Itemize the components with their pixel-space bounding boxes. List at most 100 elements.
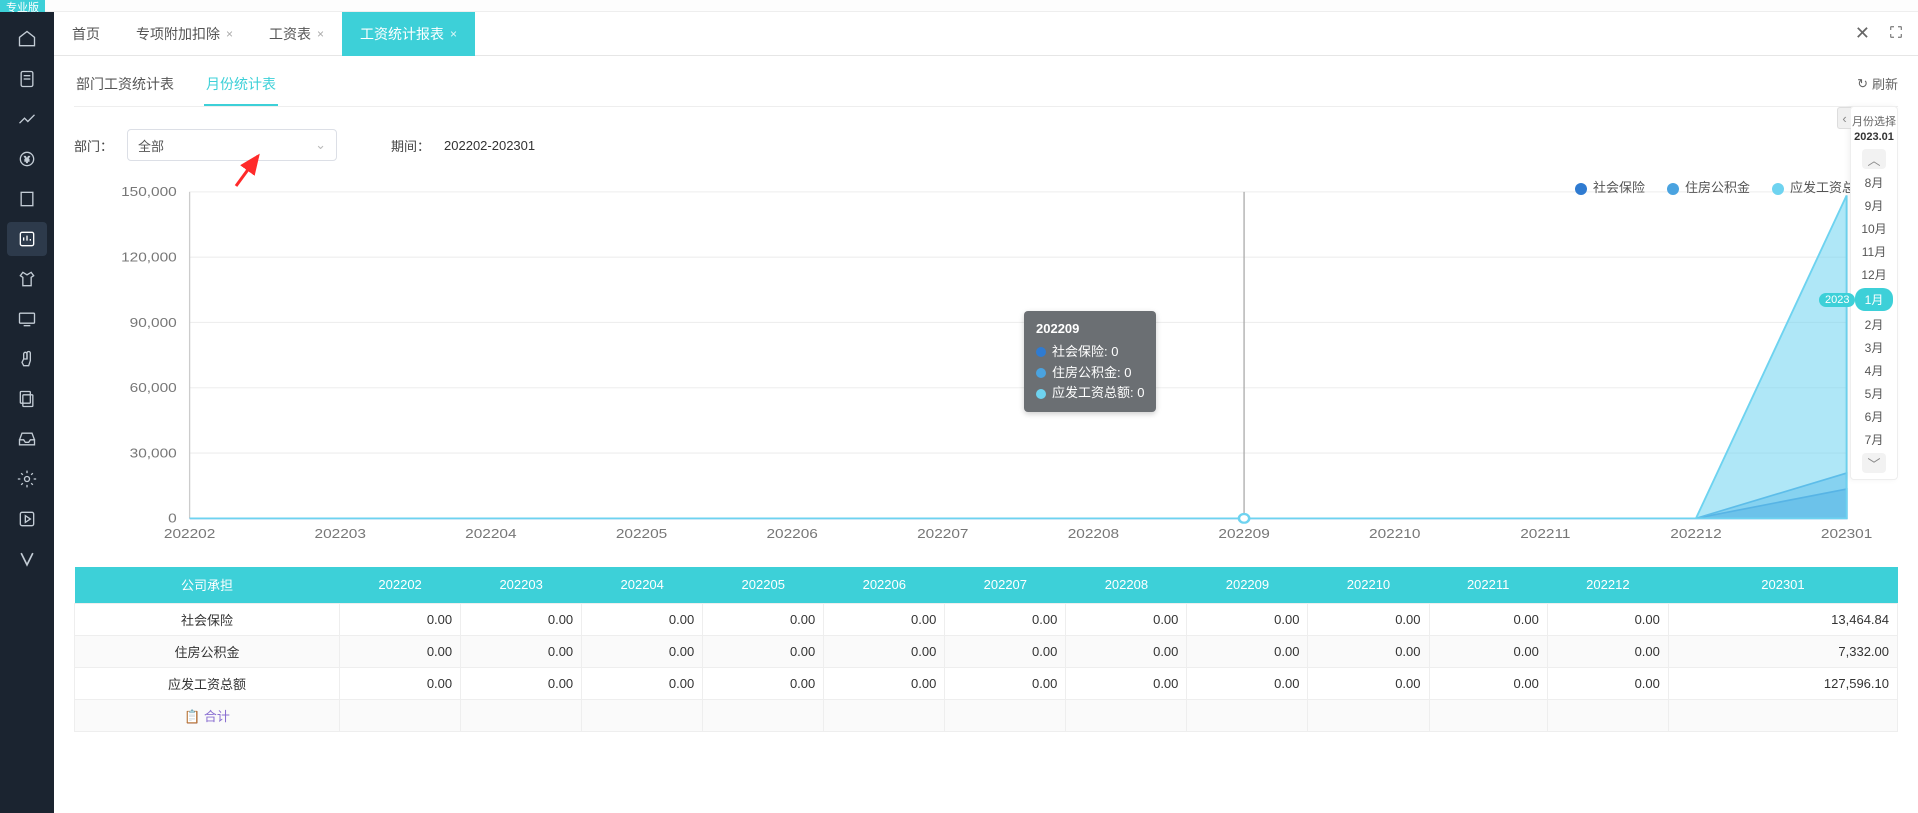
table-header: 202301 bbox=[1668, 567, 1897, 603]
month-panel-title: 月份选择 bbox=[1852, 111, 1896, 131]
svg-text:202211: 202211 bbox=[1520, 527, 1570, 542]
month-item[interactable]: 6月 bbox=[1851, 405, 1897, 428]
sidebar-inbox-icon[interactable] bbox=[7, 422, 47, 456]
tab-3[interactable]: 工资统计报表× bbox=[342, 12, 475, 56]
table-header: 202210 bbox=[1308, 567, 1429, 603]
period-value: 202202-202301 bbox=[444, 138, 535, 153]
table-row: 住房公积金0.000.000.000.000.000.000.000.000.0… bbox=[75, 635, 1898, 667]
svg-text:202203: 202203 bbox=[315, 527, 366, 542]
month-item[interactable]: 10月 bbox=[1851, 217, 1897, 240]
table-row: 应发工资总额0.000.000.000.000.000.000.000.000.… bbox=[75, 667, 1898, 699]
month-panel-selected: 2023.01 bbox=[1854, 131, 1894, 147]
month-picker-panel: ‹ 月份选择 2023.01 ︿ 8月9月10月11月12月1月20232月3月… bbox=[1850, 106, 1898, 480]
table-header: 202206 bbox=[824, 567, 945, 603]
panel-collapse-handle[interactable]: ‹ bbox=[1837, 107, 1851, 129]
tab-close-icon[interactable]: × bbox=[317, 12, 324, 56]
left-sidebar: ¥ bbox=[0, 12, 54, 813]
month-item[interactable]: 7月 bbox=[1851, 428, 1897, 451]
table-header-first: 公司承担 bbox=[75, 567, 340, 603]
svg-text:202202: 202202 bbox=[164, 527, 215, 542]
fullscreen-icon[interactable] bbox=[1888, 24, 1904, 43]
filter-row: 部门： 全部 ⌄ 期间： 202202-202301 bbox=[74, 107, 1898, 171]
chart-container: 社会保险住房公积金应发工资总额 030,00060,00090,000120,0… bbox=[74, 181, 1898, 551]
table-header: 202211 bbox=[1429, 567, 1547, 603]
dept-label: 部门： bbox=[74, 136, 113, 155]
sidebar-gear-icon[interactable] bbox=[7, 462, 47, 496]
table-header: 202204 bbox=[582, 567, 703, 603]
subtab-1[interactable]: 月份统计表 bbox=[204, 74, 278, 106]
content-area: 部门工资统计表月份统计表 ↻ 刷新 部门： 全部 ⌄ 期间： 202202-20… bbox=[54, 56, 1918, 813]
svg-text:90,000: 90,000 bbox=[130, 316, 177, 331]
month-scroll-up[interactable]: ︿ bbox=[1862, 149, 1886, 169]
sidebar-v-icon[interactable] bbox=[7, 542, 47, 576]
sidebar-report-icon[interactable] bbox=[7, 222, 47, 256]
legend-item[interactable]: 社会保险 bbox=[1575, 177, 1645, 196]
svg-text:202205: 202205 bbox=[616, 527, 667, 542]
sidebar-copy-icon[interactable] bbox=[7, 382, 47, 416]
table-header: 202209 bbox=[1187, 567, 1308, 603]
svg-text:202208: 202208 bbox=[1068, 527, 1119, 542]
table-row-total: 📋 合计 bbox=[75, 699, 1898, 731]
month-scroll-down[interactable]: ﹀ bbox=[1862, 453, 1886, 473]
svg-text:202212: 202212 bbox=[1670, 527, 1721, 542]
sidebar-chart-icon[interactable] bbox=[7, 102, 47, 136]
data-table-wrap: 公司承担202202202203202204202205202206202207… bbox=[74, 567, 1898, 732]
svg-text:0: 0 bbox=[168, 512, 177, 527]
svg-text:202206: 202206 bbox=[766, 527, 817, 542]
month-item[interactable]: 5月 bbox=[1851, 382, 1897, 405]
tab-close-icon[interactable]: × bbox=[226, 12, 233, 56]
year-badge: 2023 bbox=[1819, 293, 1855, 307]
subtab-0[interactable]: 部门工资统计表 bbox=[74, 74, 176, 106]
month-item[interactable]: 9月 bbox=[1851, 194, 1897, 217]
sub-tabs: 部门工资统计表月份统计表 ↻ 刷新 bbox=[74, 74, 1898, 107]
sidebar-home-icon[interactable] bbox=[7, 22, 47, 56]
refresh-icon: ↻ bbox=[1857, 76, 1868, 92]
svg-text:¥: ¥ bbox=[24, 154, 30, 164]
chevron-down-icon: ⌄ bbox=[315, 137, 326, 153]
month-item[interactable]: 2月 bbox=[1851, 313, 1897, 336]
chart-legend: 社会保险住房公积金应发工资总额 bbox=[1575, 177, 1868, 196]
svg-text:30,000: 30,000 bbox=[130, 446, 177, 461]
table-header: 202203 bbox=[461, 567, 582, 603]
month-item[interactable]: 4月 bbox=[1851, 359, 1897, 382]
chart-tooltip: 202209社会保险: 0住房公积金: 0应发工资总额: 0 bbox=[1024, 311, 1156, 412]
tab-1[interactable]: 专项附加扣除× bbox=[118, 12, 251, 56]
month-item[interactable]: 3月 bbox=[1851, 336, 1897, 359]
sidebar-hand-icon[interactable] bbox=[7, 342, 47, 376]
svg-text:120,000: 120,000 bbox=[121, 251, 177, 266]
svg-text:202207: 202207 bbox=[917, 527, 968, 542]
dept-select-value: 全部 bbox=[138, 136, 164, 155]
sidebar-play-icon[interactable] bbox=[7, 502, 47, 536]
dept-select[interactable]: 全部 ⌄ bbox=[127, 129, 337, 161]
table-header: 202202 bbox=[340, 567, 461, 603]
table-header: 202205 bbox=[703, 567, 824, 603]
month-item[interactable]: 11月 bbox=[1851, 240, 1897, 263]
tab-2[interactable]: 工资表× bbox=[251, 12, 342, 56]
svg-text:60,000: 60,000 bbox=[130, 381, 177, 396]
tab-0[interactable]: 首页 bbox=[54, 12, 118, 56]
table-header: 202207 bbox=[945, 567, 1066, 603]
sidebar-building-icon[interactable] bbox=[7, 182, 47, 216]
svg-text:202209: 202209 bbox=[1218, 527, 1269, 542]
sidebar-shirt-icon[interactable] bbox=[7, 262, 47, 296]
table-header: 202208 bbox=[1066, 567, 1187, 603]
tab-close-icon[interactable]: × bbox=[450, 12, 457, 56]
table-header: 202212 bbox=[1547, 567, 1668, 603]
sidebar-screen-icon[interactable] bbox=[7, 302, 47, 336]
refresh-label: 刷新 bbox=[1872, 74, 1898, 93]
month-item[interactable]: 8月 bbox=[1851, 171, 1897, 194]
svg-text:202210: 202210 bbox=[1369, 527, 1420, 542]
sidebar-doc-icon[interactable] bbox=[7, 62, 47, 96]
legend-item[interactable]: 住房公积金 bbox=[1667, 177, 1750, 196]
month-item[interactable]: 1月2023 bbox=[1855, 288, 1893, 311]
svg-text:150,000: 150,000 bbox=[121, 185, 177, 200]
sidebar-money-icon[interactable]: ¥ bbox=[7, 142, 47, 176]
svg-text:202204: 202204 bbox=[465, 527, 516, 542]
area-chart[interactable]: 0 30,000 60,000 90,000 120,000 150,000 202202 2… bbox=[74, 181, 1898, 551]
month-item[interactable]: 12月 bbox=[1851, 263, 1897, 286]
data-table: 公司承担202202202203202204202205202206202207… bbox=[74, 567, 1898, 732]
svg-text:202301: 202301 bbox=[1821, 527, 1872, 542]
tabs-bar: 首页专项附加扣除×工资表×工资统计报表× ✕ bbox=[54, 12, 1918, 56]
close-all-icon[interactable]: ✕ bbox=[1855, 23, 1870, 44]
refresh-button[interactable]: ↻ 刷新 bbox=[1857, 74, 1898, 93]
